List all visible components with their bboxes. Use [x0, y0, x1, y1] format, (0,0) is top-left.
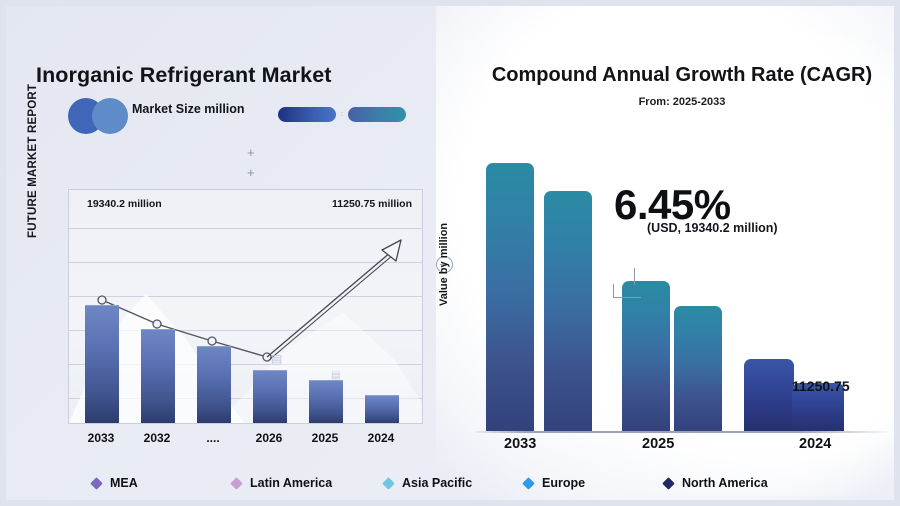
xtick-label: .... — [206, 431, 220, 445]
page-title: Inorganic Refrigerant Market — [36, 63, 332, 87]
bar-2032 — [141, 329, 175, 423]
legend-item-north-america[interactable]: North America — [662, 476, 768, 490]
legend-label: Latin America — [250, 476, 333, 490]
bar-2033-end — [544, 191, 592, 431]
cagr-title: Compound Annual Growth Rate (CAGR) — [491, 64, 873, 86]
plus-decoration-icon-1: + — [247, 145, 255, 160]
legend-marker-icon — [382, 476, 395, 490]
bar-mid — [197, 346, 231, 423]
pill-swatch-primary — [278, 107, 336, 122]
xtick-label: 2033 — [87, 431, 115, 445]
legend-item-latin-america[interactable]: Latin America — [230, 476, 384, 490]
market-size-venn-icon — [68, 98, 130, 134]
bar-2025 — [309, 380, 343, 423]
xtick-label: 2032 — [143, 431, 171, 445]
left-chart-trend-line — [97, 239, 402, 362]
document-decoration-icon: ▤ — [271, 352, 283, 366]
bar-2033 — [85, 305, 119, 423]
legend-marker-icon — [90, 476, 103, 490]
legend-item-europe[interactable]: Europe — [522, 476, 664, 490]
bar-2024-start — [744, 359, 794, 431]
legend-label: Europe — [542, 476, 586, 490]
gridline — [69, 262, 422, 263]
legend-label: North America — [682, 476, 768, 490]
right-cagr-chart — [476, 146, 891, 431]
gridline — [69, 228, 422, 229]
legend-item-asia-pacific[interactable]: Asia Pacific — [382, 476, 524, 490]
venn-circle-right — [92, 98, 128, 134]
pill-separator: : — [341, 111, 343, 118]
right-xtick-2033: 2033 — [504, 436, 537, 452]
right-chart-y-axis-label: Value by million — [438, 222, 450, 306]
right-xtick-2025: 2025 — [642, 436, 675, 452]
xtick-label: 2025 — [311, 431, 339, 445]
legend-label: MEA — [110, 476, 138, 490]
cagr-subtitle: From: 2025-2033 — [638, 96, 726, 108]
cagr-usd-value: (USD, 19340.2 million) — [647, 221, 778, 235]
corner-decoration-tick — [634, 268, 636, 285]
gridline — [69, 296, 422, 297]
pill-swatch-secondary — [347, 107, 406, 122]
left-market-size-chart: 19340.2 million 11250.75 million ▤ ▤ — [68, 189, 423, 424]
bar-2025-end — [674, 306, 722, 431]
market-size-label: Market Size million — [132, 102, 245, 116]
chart-legend: MEA Latin America Asia Pacific Europe No… — [6, 468, 894, 498]
bar-2033-start — [486, 163, 534, 431]
right-chart-data-label: 11250.75 — [792, 378, 850, 394]
legend-label: Asia Pacific — [402, 476, 473, 490]
plus-decoration-icon-2: + — [247, 165, 255, 180]
legend-marker-icon — [230, 476, 243, 490]
cagr-percentage: 6.45% — [614, 181, 731, 228]
gridline — [69, 398, 422, 399]
legend-marker-icon — [522, 476, 535, 490]
gridline — [69, 364, 422, 365]
corner-decoration-icon — [613, 284, 641, 298]
legend-pill-group: : — [278, 107, 406, 122]
bar-2025-start — [622, 281, 670, 431]
bar-2026 — [253, 370, 287, 423]
bar-2024 — [365, 395, 399, 423]
left-chart-x-axis: 2033 2032 .... 2026 2025 2024 — [68, 427, 423, 449]
minus-circle-icon — [436, 256, 453, 273]
left-chart-end-value: 11250.75 million — [332, 198, 412, 210]
right-xtick-2024: 2024 — [799, 436, 832, 452]
legend-marker-icon — [662, 476, 675, 490]
bar-2024-end — [792, 383, 844, 431]
xtick-label: 2026 — [255, 431, 283, 445]
legend-item-mea[interactable]: MEA — [90, 476, 232, 490]
right-chart-axis-line — [476, 431, 888, 433]
left-chart-bar-group — [69, 190, 422, 423]
card-decoration-icon: ▤ — [331, 370, 341, 381]
gridline — [69, 330, 422, 331]
left-chart-start-value: 19340.2 million — [87, 198, 162, 210]
xtick-label: 2024 — [367, 431, 395, 445]
left-chart-y-axis-label: FUTURE MARKET REPORT — [27, 83, 39, 238]
